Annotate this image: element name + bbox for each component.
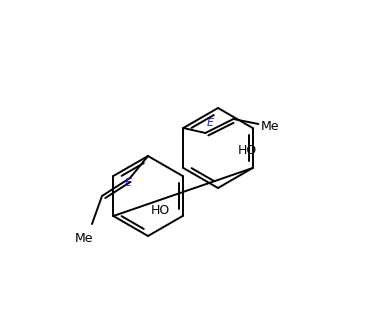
Text: E: E	[125, 178, 131, 188]
Text: E: E	[207, 118, 214, 128]
Text: Me: Me	[261, 119, 280, 133]
Text: HO: HO	[238, 144, 257, 157]
Text: Me: Me	[75, 232, 93, 244]
Text: HO: HO	[151, 204, 170, 217]
